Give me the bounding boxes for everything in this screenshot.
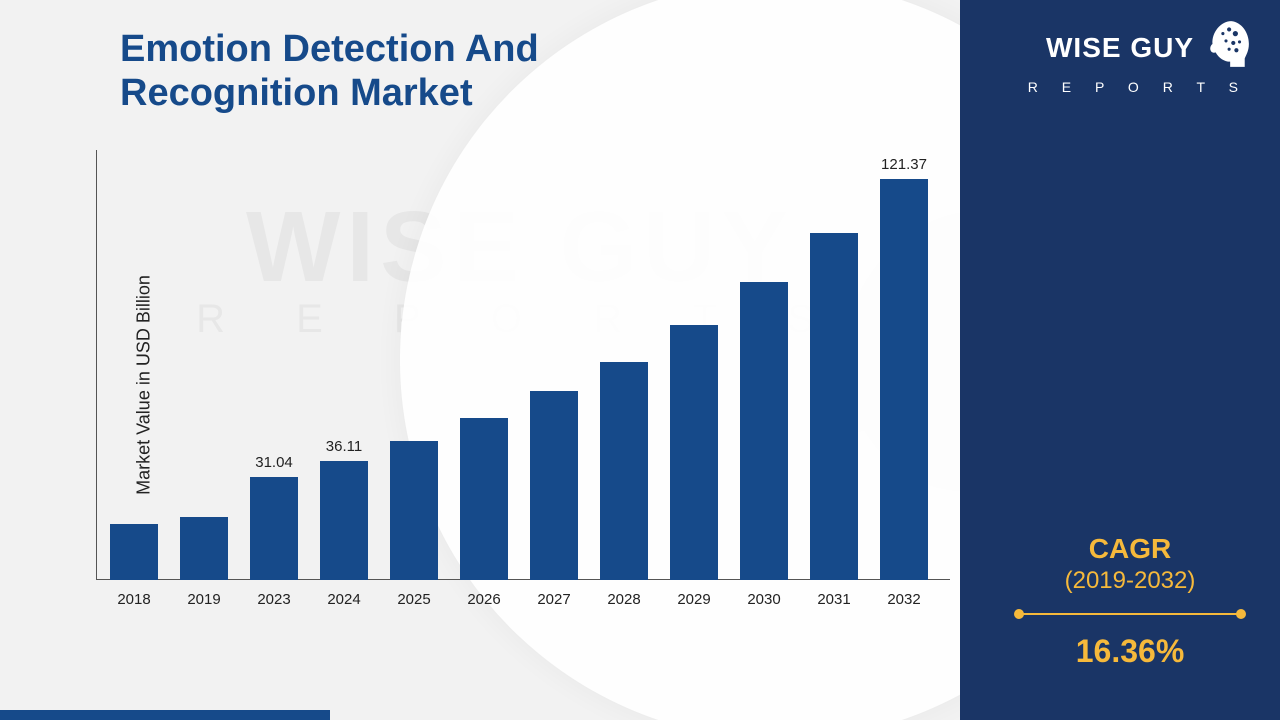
bar-value-label: 31.04 [255, 454, 293, 471]
y-axis-line [96, 150, 97, 580]
bar [110, 524, 158, 580]
footer-accent-strip [0, 710, 330, 720]
x-tick-label: 2032 [887, 591, 920, 608]
cagr-period: (2019-2032) [1010, 567, 1250, 595]
x-tick-label: 2027 [537, 591, 570, 608]
bar [530, 391, 578, 580]
bar [390, 441, 438, 580]
bar [600, 362, 648, 580]
x-tick-label: 2018 [117, 591, 150, 608]
bar [460, 418, 508, 580]
bar [320, 461, 368, 580]
bar [880, 179, 928, 580]
bar [670, 325, 718, 580]
plot-area: 20182019202331.04202436.1120252026202720… [96, 150, 950, 580]
x-tick-label: 2019 [187, 591, 220, 608]
x-tick-label: 2031 [817, 591, 850, 608]
chart-title: Emotion Detection And Recognition Market [120, 28, 760, 115]
x-tick-label: 2026 [467, 591, 500, 608]
brand-logo: WISE GUY R E P O R T S [1028, 18, 1252, 95]
x-tick-label: 2023 [257, 591, 290, 608]
bar [180, 517, 228, 580]
chart: Market Value in USD Billion 201820192023… [70, 150, 950, 620]
cagr-value: 16.36% [1010, 633, 1250, 670]
bar-value-label: 121.37 [881, 156, 927, 173]
bar [250, 477, 298, 580]
brand-head-icon [1200, 18, 1252, 77]
cagr-label: CAGR [1010, 533, 1250, 565]
brand-line1: WISE GUY [1046, 32, 1194, 64]
cagr-block: CAGR (2019-2032) 16.36% [1010, 533, 1250, 670]
bar-value-label: 36.11 [326, 438, 362, 455]
x-tick-label: 2024 [327, 591, 360, 608]
x-tick-label: 2029 [677, 591, 710, 608]
brand-line2: R E P O R T S [1028, 79, 1252, 95]
cagr-divider [1018, 613, 1242, 615]
x-tick-label: 2028 [607, 591, 640, 608]
x-tick-label: 2025 [397, 591, 430, 608]
bar [740, 282, 788, 580]
x-tick-label: 2030 [747, 591, 780, 608]
bar [810, 233, 858, 580]
